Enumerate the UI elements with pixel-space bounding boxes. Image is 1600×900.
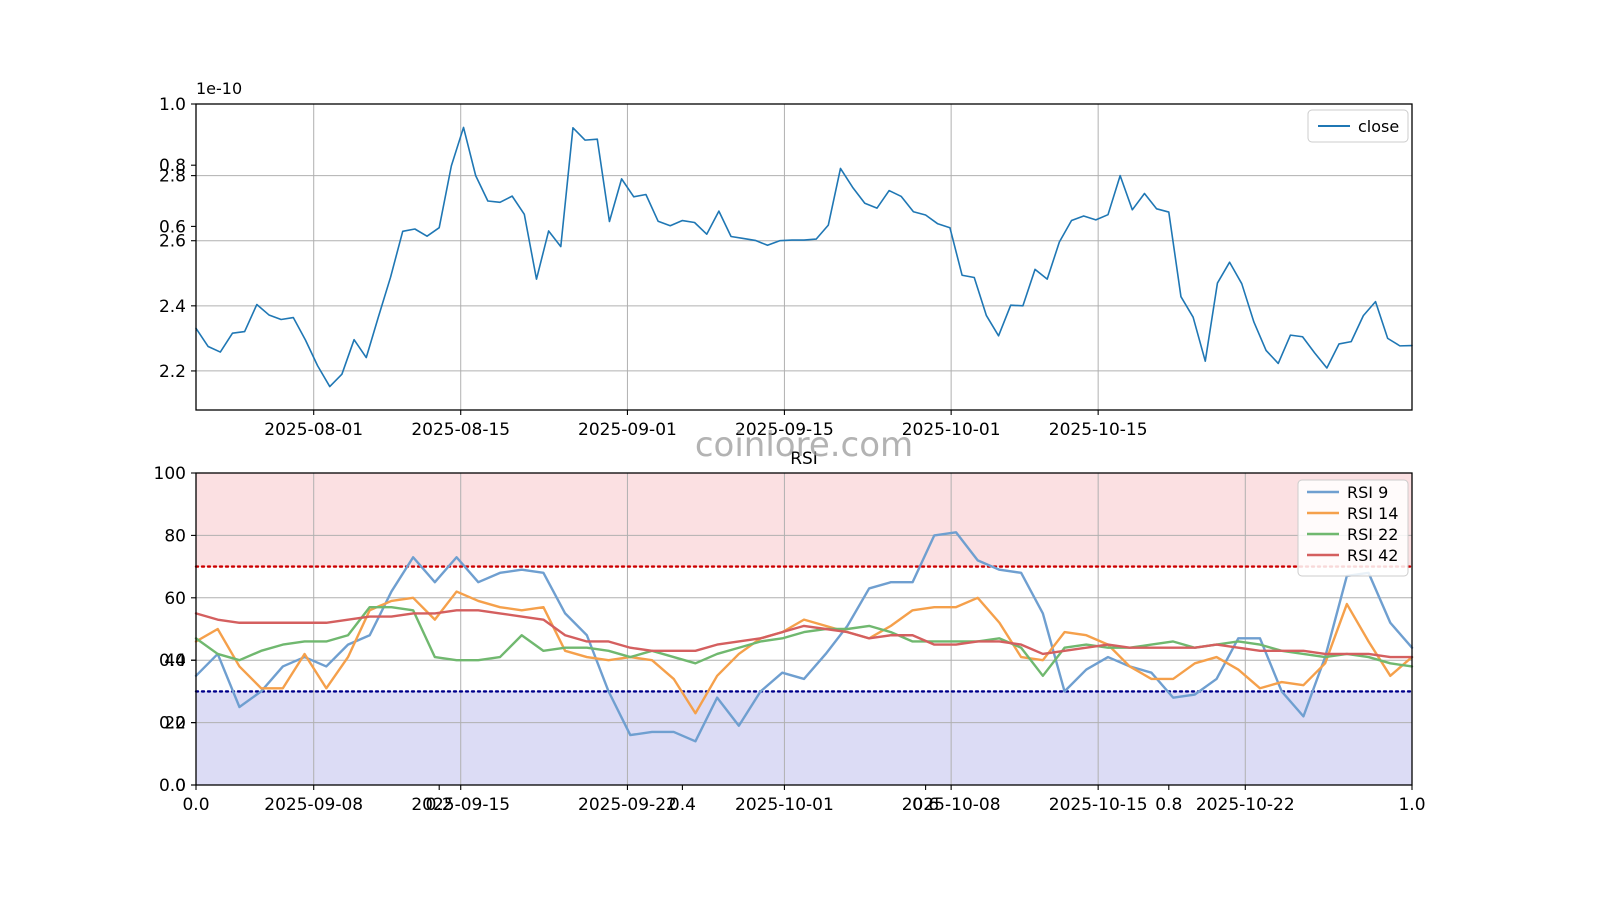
- rsi-xtick-label[interactable]: 2025-09-22: [578, 795, 677, 815]
- price-ytick-label[interactable]: 2.8: [159, 167, 186, 187]
- rsi-oversold-band[interactable]: [196, 691, 1412, 785]
- watermark-text[interactable]: coinlore.com: [695, 425, 913, 465]
- rsi-legend-label[interactable]: RSI 22: [1347, 525, 1398, 544]
- price-legend[interactable]: close: [1307, 109, 1409, 143]
- rsi-xtick-label-alt[interactable]: 0.4: [669, 795, 696, 815]
- price-ytick-label-alt[interactable]: 0.8: [159, 156, 186, 176]
- price-xtick-label[interactable]: 2025-08-01: [264, 420, 363, 440]
- rsi-xtick-label-alt[interactable]: 0.0: [182, 795, 209, 815]
- price-chart[interactable]: 2.2 2.4 2.6 2.8 0.6 0.8 1.0 2025-08-01 2025-08-1…: [159, 79, 1413, 440]
- rsi-xtick-label-alt[interactable]: 0.6: [912, 795, 939, 815]
- rsi-ytick-label[interactable]: 60: [164, 589, 186, 609]
- rsi-chart[interactable]: 0 20 40 60 80 100 0.0 0.2 0.4 2025-09-08 2025-09-1…: [154, 449, 1426, 815]
- rsi-ytick-label-alt[interactable]: 0.2: [159, 714, 186, 734]
- rsi-ytick-label[interactable]: 40: [164, 651, 186, 671]
- price-plot-background[interactable]: [196, 104, 1412, 410]
- rsi-xtick-label-alt[interactable]: 1.0: [1398, 795, 1425, 815]
- rsi-ytick-label-alt[interactable]: 0.4: [159, 651, 186, 671]
- rsi-xtick-label[interactable]: 2025-09-15: [411, 795, 510, 815]
- rsi-xtick-label[interactable]: 2025-09-08: [264, 795, 363, 815]
- rsi-xtick-label[interactable]: 2025-10-01: [735, 795, 834, 815]
- rsi-ytick-label-alt[interactable]: 0.0: [159, 776, 186, 796]
- rsi-series-line[interactable]: [194, 531, 1414, 743]
- price-ytick-label[interactable]: 2.6: [159, 232, 186, 252]
- price-xtick-label[interactable]: 2025-09-01: [578, 420, 677, 440]
- rsi-xtick-label-alt[interactable]: 0.8: [1155, 795, 1182, 815]
- price-xtick-label[interactable]: 2025-10-15: [1049, 420, 1148, 440]
- rsi-legend-label[interactable]: RSI 9: [1347, 483, 1388, 502]
- rsi-title[interactable]: RSI: [790, 449, 818, 469]
- rsi-ytick-label[interactable]: 20: [164, 714, 186, 734]
- rsi-series-line[interactable]: [194, 609, 1414, 659]
- rsi-ytick-label[interactable]: 0: [175, 776, 186, 796]
- rsi-overbought-band[interactable]: [196, 473, 1412, 567]
- rsi-xtick-label[interactable]: 2025-10-15: [1049, 795, 1148, 815]
- rsi-legend-box[interactable]: [1297, 479, 1409, 577]
- price-xtick-label[interactable]: 2025-08-15: [411, 420, 510, 440]
- price-ytick-label-alt[interactable]: 1.0: [159, 95, 186, 115]
- price-ytick-label[interactable]: 2.2: [159, 362, 186, 382]
- price-xtick-label[interactable]: 2025-10-01: [902, 420, 1001, 440]
- price-ytick-label[interactable]: 2.4: [159, 297, 186, 317]
- rsi-ytick-label[interactable]: 80: [164, 526, 186, 546]
- rsi-xtick-label[interactable]: 2025-10-08: [902, 795, 1001, 815]
- rsi-axes-spine[interactable]: [195, 472, 1413, 786]
- price-close-line[interactable]: [195, 126, 1413, 388]
- rsi-xtick-label-alt[interactable]: 0.2: [426, 795, 453, 815]
- price-xtick-label[interactable]: 2025-09-15: [735, 420, 834, 440]
- rsi-legend[interactable]: RSI 9 RSI 14 RSI 22 RSI 42: [1297, 479, 1409, 577]
- rsi-ytick-label[interactable]: 100: [154, 464, 186, 484]
- price-ytick-label-alt[interactable]: 0.6: [159, 217, 186, 237]
- rsi-legend-label[interactable]: RSI 14: [1347, 504, 1398, 523]
- price-legend-label[interactable]: close: [1358, 117, 1399, 136]
- price-axes-spine[interactable]: [195, 103, 1413, 411]
- rsi-series-line[interactable]: [194, 590, 1414, 715]
- price-legend-box[interactable]: [1307, 109, 1409, 143]
- rsi-legend-label[interactable]: RSI 42: [1347, 546, 1398, 565]
- rsi-xtick-label[interactable]: 2025-10-22: [1196, 795, 1295, 815]
- price-axis-offset-label[interactable]: 1e-10: [196, 79, 242, 98]
